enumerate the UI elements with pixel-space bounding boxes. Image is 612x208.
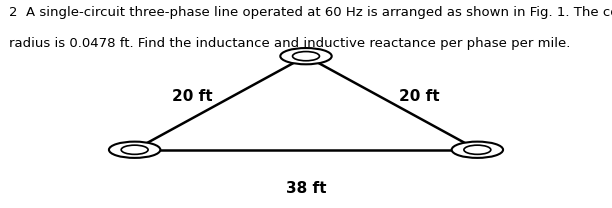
Ellipse shape [109, 142, 160, 158]
Ellipse shape [293, 52, 319, 61]
Ellipse shape [280, 48, 332, 64]
Text: 2  A single-circuit three-phase line operated at 60 Hz is arranged as shown in F: 2 A single-circuit three-phase line oper… [9, 6, 612, 19]
Ellipse shape [452, 142, 503, 158]
Text: radius is 0.0478 ft. Find the inductance and inductive reactance per phase per m: radius is 0.0478 ft. Find the inductance… [9, 37, 570, 50]
Ellipse shape [464, 145, 491, 154]
Text: 20 ft: 20 ft [173, 89, 213, 104]
Ellipse shape [121, 145, 148, 154]
Text: 38 ft: 38 ft [286, 181, 326, 196]
Text: 20 ft: 20 ft [399, 89, 439, 104]
